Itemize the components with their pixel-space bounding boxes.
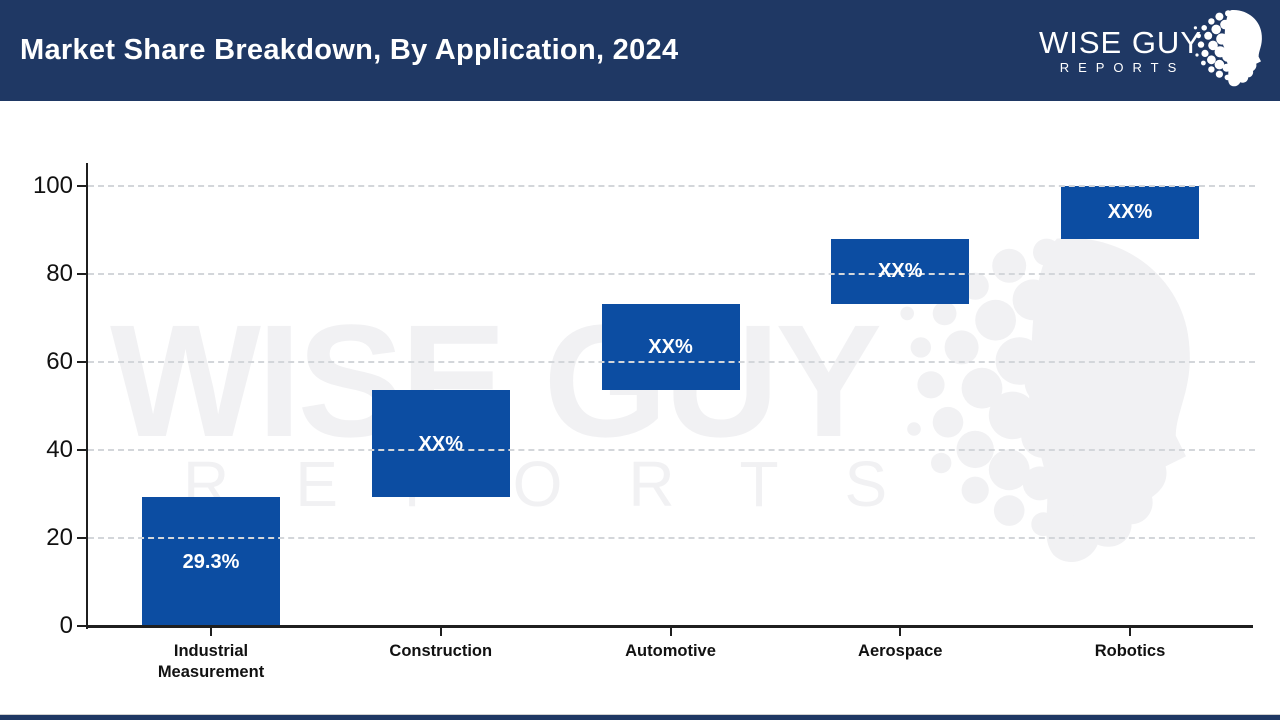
bar-value-label: 29.3% bbox=[182, 550, 240, 573]
gridline bbox=[88, 361, 1255, 363]
y-tick-label: 40 bbox=[46, 436, 73, 463]
x-axis-label: Construction bbox=[389, 642, 493, 660]
x-tick-mark bbox=[669, 628, 672, 636]
x-axis-label: Aerospace bbox=[858, 642, 943, 660]
header: Market Share Breakdown, By Application, … bbox=[0, 0, 1280, 101]
y-tick-mark bbox=[77, 273, 88, 275]
bar-value-label: XX% bbox=[1107, 201, 1153, 224]
logo-text: WISE GUY REPORTS bbox=[1038, 24, 1202, 75]
chart-area: WISE GUY REPORTS 0 20 40 60 80 100 29.3% Indust… bbox=[0, 101, 1280, 714]
page-title: Market Share Breakdown, By Application, … bbox=[20, 34, 679, 66]
bar-value-label: XX% bbox=[648, 336, 693, 359]
logo-subtitle: REPORTS bbox=[1059, 59, 1186, 75]
footer-bar bbox=[0, 714, 1280, 720]
y-tick-label: 20 bbox=[46, 524, 73, 551]
watermark-face-icon bbox=[900, 237, 1190, 563]
y-tick-label: 0 bbox=[59, 612, 73, 639]
waterfall-bar bbox=[142, 497, 280, 626]
watermark-subtitle: REPORTS bbox=[183, 448, 954, 520]
y-tick-label: 60 bbox=[46, 348, 73, 375]
waterfall-bar bbox=[1061, 186, 1199, 239]
bar-value-label: XX% bbox=[878, 260, 923, 283]
y-tick-label: 100 bbox=[32, 172, 73, 199]
logo-wordmark: WISE GUY bbox=[1038, 24, 1202, 60]
gridline bbox=[88, 537, 1255, 539]
gridline bbox=[88, 273, 1255, 275]
x-axis-label: Automotive bbox=[625, 642, 716, 660]
x-tick-mark bbox=[1129, 628, 1131, 636]
x-tick-mark bbox=[899, 628, 902, 636]
gridline bbox=[88, 449, 1255, 451]
waterfall-bar bbox=[601, 303, 740, 391]
waterfall-bar bbox=[371, 390, 510, 498]
logo-face-icon bbox=[1193, 9, 1262, 86]
gridline bbox=[88, 185, 1255, 187]
waterfall-bar bbox=[831, 238, 970, 304]
x-axis-label: Robotics bbox=[1094, 642, 1166, 660]
y-tick-mark bbox=[77, 537, 88, 539]
y-axis-line bbox=[86, 163, 88, 629]
x-axis-line bbox=[86, 625, 1253, 628]
y-tick-mark bbox=[77, 185, 88, 187]
y-tick-mark bbox=[77, 625, 88, 627]
y-tick-label: 80 bbox=[46, 260, 73, 287]
x-tick-mark bbox=[210, 628, 212, 636]
x-axis-label: Industrial Measurement bbox=[157, 642, 265, 681]
bar-value-label: XX% bbox=[418, 432, 463, 455]
y-tick-mark bbox=[77, 361, 88, 363]
y-tick-mark bbox=[77, 449, 88, 451]
wise-guy-logo: WISE GUY REPORTS bbox=[1039, 7, 1270, 95]
x-tick-mark bbox=[439, 628, 442, 636]
